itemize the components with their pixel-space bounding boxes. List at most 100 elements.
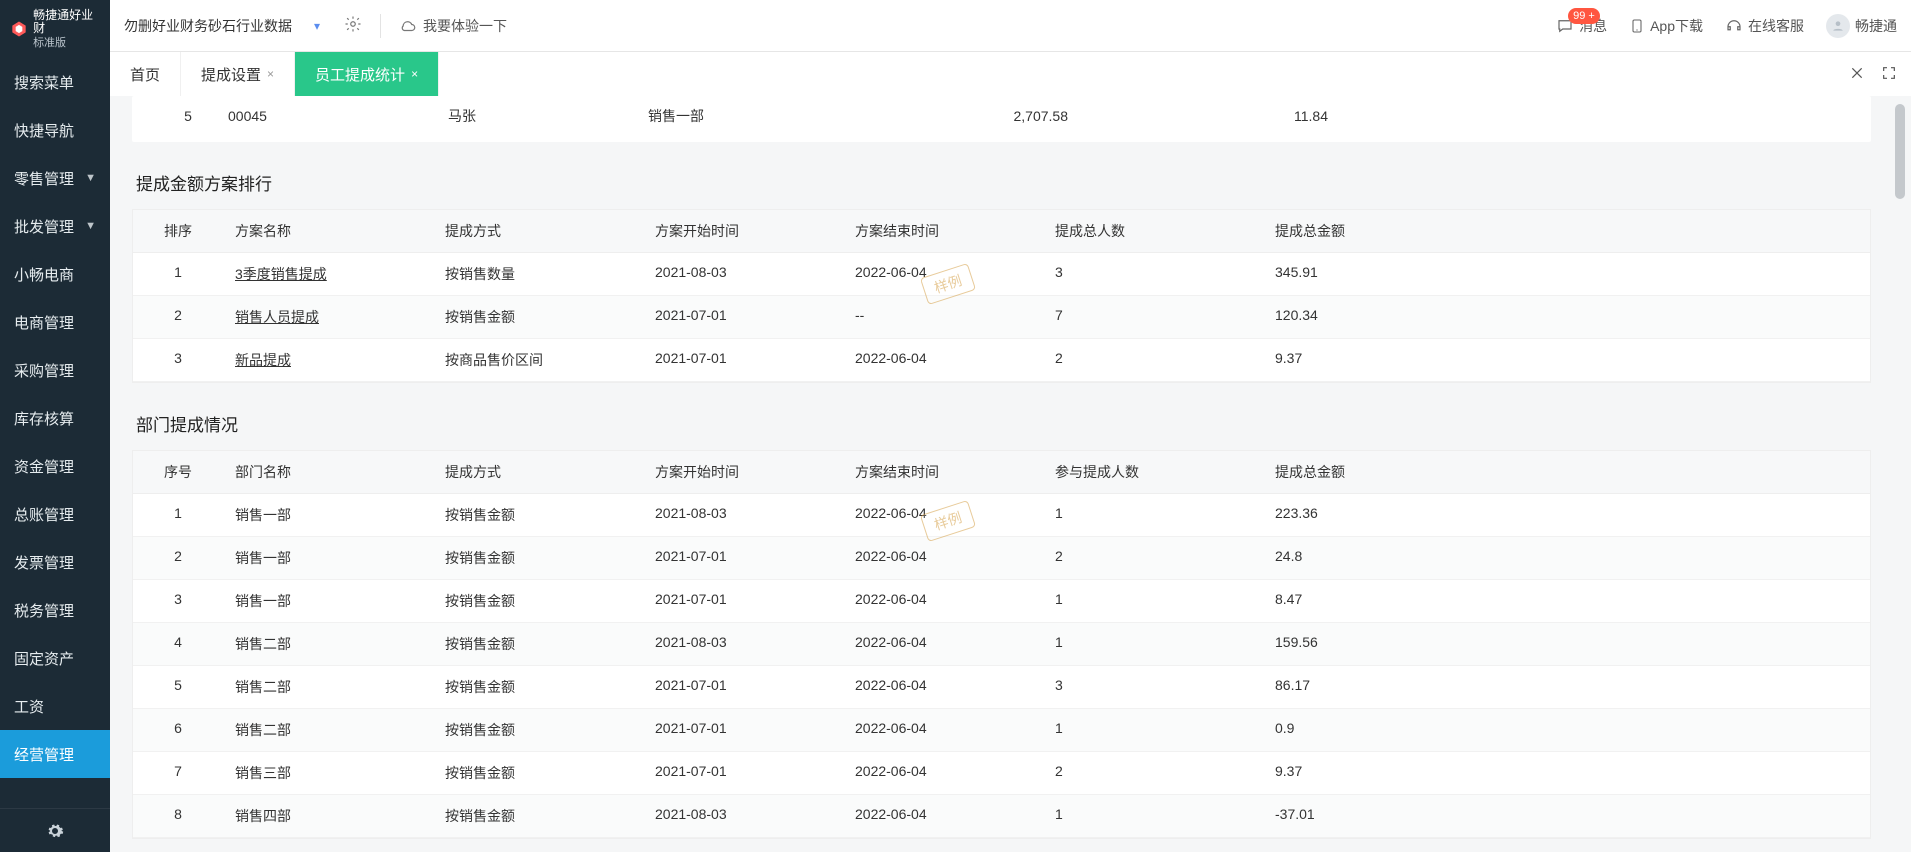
cell-people: 1: [1043, 580, 1263, 622]
try-link[interactable]: 我要体验一下: [399, 16, 507, 36]
sidebar-item[interactable]: 发票管理: [0, 538, 110, 586]
cell-end: 2022-06-04: [843, 795, 1043, 837]
sidebar-item-label: 发票管理: [14, 552, 74, 573]
headset-icon: [1725, 17, 1743, 35]
sidebar-item-label: 采购管理: [14, 360, 74, 381]
scrollbar-thumb[interactable]: [1895, 104, 1905, 199]
sidebar-item-label: 快捷导航: [14, 120, 74, 141]
cell-commission: 11.84: [1108, 108, 1368, 124]
table-row: 2销售一部按销售金额2021-07-012022-06-04224.8: [133, 537, 1870, 580]
cell-total: 9.37: [1263, 752, 1870, 794]
topbar: 勿删好业财务砂石行业数据 ▾ 我要体验一下 消息 99 + App下载 在线客服…: [110, 0, 1911, 52]
sidebar-menu: 搜索菜单快捷导航零售管理▼批发管理▼小畅电商电商管理采购管理库存核算资金管理总账…: [0, 52, 110, 808]
table-row: 4销售二部按销售金额2021-08-032022-06-041159.56: [133, 623, 1870, 666]
table-header: 排序 方案名称 提成方式 方案开始时间 方案结束时间 提成总人数 提成总金额: [133, 210, 1870, 253]
user-name: 畅捷通: [1855, 16, 1897, 36]
sidebar-settings[interactable]: [0, 808, 110, 852]
user-menu[interactable]: 畅捷通: [1826, 14, 1897, 38]
online-service-button[interactable]: 在线客服: [1725, 16, 1804, 36]
cell-total: 9.37: [1263, 339, 1870, 381]
th-people: 参与提成人数: [1043, 451, 1263, 493]
cell-people: 1: [1043, 494, 1263, 536]
cell-people: 7: [1043, 296, 1263, 338]
cell-seq: 1: [133, 494, 223, 536]
table-header: 序号 部门名称 提成方式 方案开始时间 方案结束时间 参与提成人数 提成总金额: [133, 451, 1870, 494]
content-area: 5 00045 马张 销售一部 2,707.58 11.84 提成金额方案排行 …: [110, 96, 1911, 852]
sidebar-item[interactable]: 税务管理: [0, 586, 110, 634]
close-icon[interactable]: ×: [267, 67, 274, 81]
brand-logo-icon: [8, 18, 29, 40]
cell-method: 按销售金额: [433, 709, 643, 751]
sidebar-item[interactable]: 快捷导航: [0, 106, 110, 154]
messages-badge: 99 +: [1568, 8, 1600, 24]
cell-people: 1: [1043, 709, 1263, 751]
cell-total: -37.01: [1263, 795, 1870, 837]
sidebar-item[interactable]: 工资: [0, 682, 110, 730]
sidebar-item[interactable]: 电商管理: [0, 298, 110, 346]
account-selector[interactable]: 勿删好业财务砂石行业数据 ▾: [124, 16, 336, 36]
cell-plan-name[interactable]: 3季度销售提成: [223, 253, 433, 295]
cell-seq: 4: [133, 623, 223, 665]
tab-close-all[interactable]: [1849, 65, 1865, 84]
sidebar-item[interactable]: 搜索菜单: [0, 58, 110, 106]
cell-seq: 7: [133, 752, 223, 794]
sidebar-item[interactable]: 批发管理▼: [0, 202, 110, 250]
th-people: 提成总人数: [1043, 210, 1263, 252]
cell-people: 2: [1043, 339, 1263, 381]
sidebar-item[interactable]: 经营管理: [0, 730, 110, 778]
fullscreen-button[interactable]: [1881, 65, 1897, 84]
sidebar-item[interactable]: 库存核算: [0, 394, 110, 442]
sidebar-item[interactable]: 零售管理▼: [0, 154, 110, 202]
sidebar-item[interactable]: 采购管理: [0, 346, 110, 394]
sidebar-item[interactable]: 小畅电商: [0, 250, 110, 298]
cell-dept: 销售二部: [223, 623, 433, 665]
gear-icon: [344, 15, 362, 33]
sidebar-item-label: 资金管理: [14, 456, 74, 477]
cell-rank: 1: [133, 253, 223, 295]
app-download-button[interactable]: App下载: [1629, 16, 1703, 36]
table-row: 3新品提成按商品售价区间2021-07-012022-06-0429.37: [133, 339, 1870, 382]
cell-end: 2022-06-04: [843, 580, 1043, 622]
messages-button[interactable]: 消息 99 +: [1556, 16, 1607, 36]
cell-end: 2022-06-04: [843, 494, 1043, 536]
table-row: 13季度销售提成按销售数量2021-08-032022-06-043345.91: [133, 253, 1870, 296]
tab-home[interactable]: 首页: [110, 52, 181, 96]
cell-rank: 2: [133, 296, 223, 338]
cell-people: 3: [1043, 666, 1263, 708]
table-row: 2销售人员提成按销售金额2021-07-01--7120.34: [133, 296, 1870, 339]
cell-end: 2022-06-04: [843, 253, 1043, 295]
cell-method: 按商品售价区间: [433, 339, 643, 381]
cell-total: 345.91: [1263, 253, 1870, 295]
cell-total: 223.36: [1263, 494, 1870, 536]
cell-name: 马张: [448, 106, 648, 126]
gear-icon: [46, 822, 64, 840]
cell-people: 3: [1043, 253, 1263, 295]
sidebar-item[interactable]: 资金管理: [0, 442, 110, 490]
sidebar-item[interactable]: 固定资产: [0, 634, 110, 682]
cell-plan-name[interactable]: 销售人员提成: [223, 296, 433, 338]
cell-start: 2021-07-01: [643, 339, 843, 381]
cell-seq: 8: [133, 795, 223, 837]
th-start: 方案开始时间: [643, 210, 843, 252]
cell-plan-name[interactable]: 新品提成: [223, 339, 433, 381]
th-end: 方案结束时间: [843, 210, 1043, 252]
cell-total: 8.47: [1263, 580, 1870, 622]
scrollbar[interactable]: [1895, 96, 1905, 852]
cell-end: 2022-06-04: [843, 339, 1043, 381]
sidebar-item[interactable]: 总账管理: [0, 490, 110, 538]
cell-rank: 3: [133, 339, 223, 381]
divider: [380, 14, 381, 38]
account-settings-button[interactable]: [344, 15, 362, 36]
tab-employee-commission-stats[interactable]: 员工提成统计×: [295, 52, 439, 96]
caret-down-icon: ▼: [85, 220, 96, 232]
close-icon[interactable]: ×: [411, 67, 418, 81]
cell-rank: 5: [148, 108, 228, 124]
cell-method: 按销售金额: [433, 795, 643, 837]
cell-people: 2: [1043, 752, 1263, 794]
table-row: 3销售一部按销售金额2021-07-012022-06-0418.47: [133, 580, 1870, 623]
app-download-label: App下载: [1650, 16, 1703, 36]
cell-seq: 2: [133, 537, 223, 579]
tab-commission-settings[interactable]: 提成设置×: [181, 52, 295, 96]
cell-code: 00045: [228, 108, 448, 124]
table-row: 8销售四部按销售金额2021-08-032022-06-041-37.01: [133, 795, 1870, 838]
